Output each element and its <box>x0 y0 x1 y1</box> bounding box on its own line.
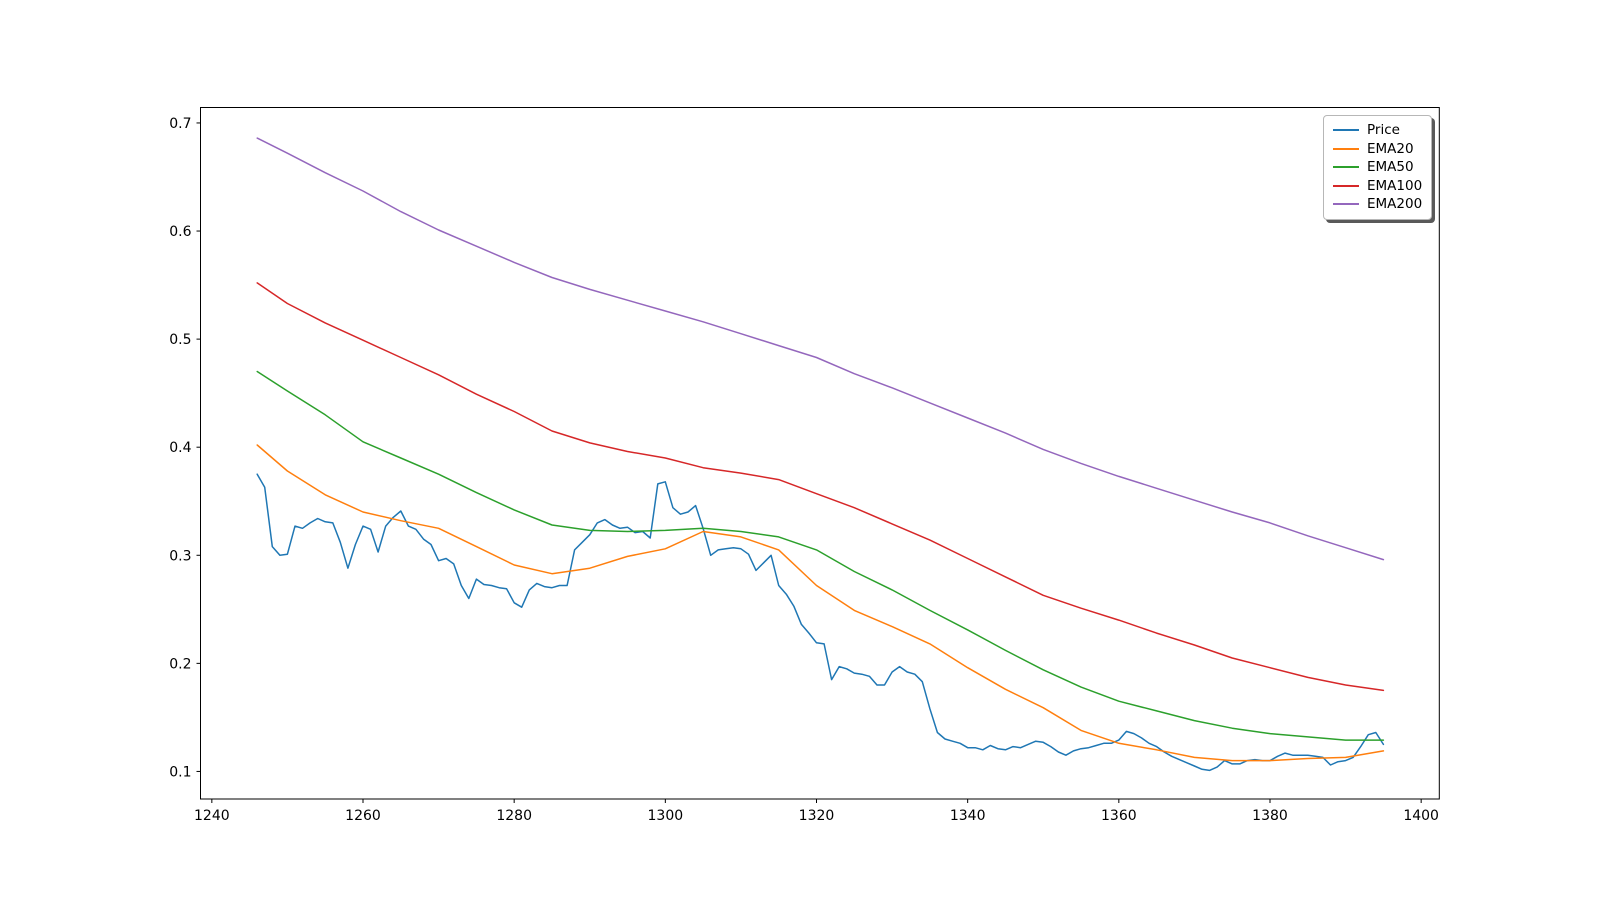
legend-item-ema100: EMA100 <box>1333 177 1423 196</box>
y-tick-label: 0.5 <box>169 332 191 348</box>
x-tick-label: 1360 <box>1101 808 1137 824</box>
legend-item-ema20: EMA20 <box>1333 140 1421 159</box>
ema100-line-swatch <box>1333 184 1359 187</box>
x-tick-label: 1320 <box>799 808 835 824</box>
y-tick-label: 0.1 <box>169 764 191 780</box>
legend-item-price: Price <box>1333 121 1421 140</box>
ema100-line <box>256 282 1385 692</box>
price-line <box>256 473 1385 772</box>
ema200-line <box>256 137 1385 561</box>
legend-label-price: Price <box>1367 122 1400 138</box>
y-tick-label: 0.6 <box>169 224 191 240</box>
x-tick-label: 1260 <box>345 808 381 824</box>
legend: Price EMA20 EMA50 EMA100 EMA200 <box>1323 115 1432 220</box>
x-tick-label: 1280 <box>496 808 532 824</box>
plot-frame <box>200 107 1440 800</box>
x-tick-label: 1400 <box>1403 808 1439 824</box>
legend-label-ema100: EMA100 <box>1367 177 1423 194</box>
x-tick-label: 1340 <box>950 808 986 824</box>
y-tick-label: 0.4 <box>169 440 191 456</box>
legend-label-ema50: EMA50 <box>1367 159 1414 175</box>
x-tick-label: 1300 <box>648 808 684 824</box>
x-tick-label: 1380 <box>1252 808 1288 824</box>
ema20-line-swatch <box>1333 147 1359 150</box>
ema50-line-swatch <box>1333 166 1359 169</box>
legend-item-ema50: EMA50 <box>1333 158 1421 177</box>
x-tick-label: 1240 <box>194 808 230 824</box>
legend-label-ema200: EMA200 <box>1367 196 1423 212</box>
legend-label-ema20: EMA20 <box>1367 140 1414 157</box>
price-line-swatch <box>1333 129 1359 132</box>
y-tick-label: 0.3 <box>169 548 191 564</box>
ema20-line <box>256 444 1385 762</box>
legend-item-ema200: EMA200 <box>1333 195 1423 214</box>
ema200-line-swatch <box>1333 203 1359 206</box>
ema50-line <box>256 370 1385 741</box>
y-tick-label: 0.2 <box>169 656 191 672</box>
y-tick-label: 0.7 <box>169 116 191 132</box>
